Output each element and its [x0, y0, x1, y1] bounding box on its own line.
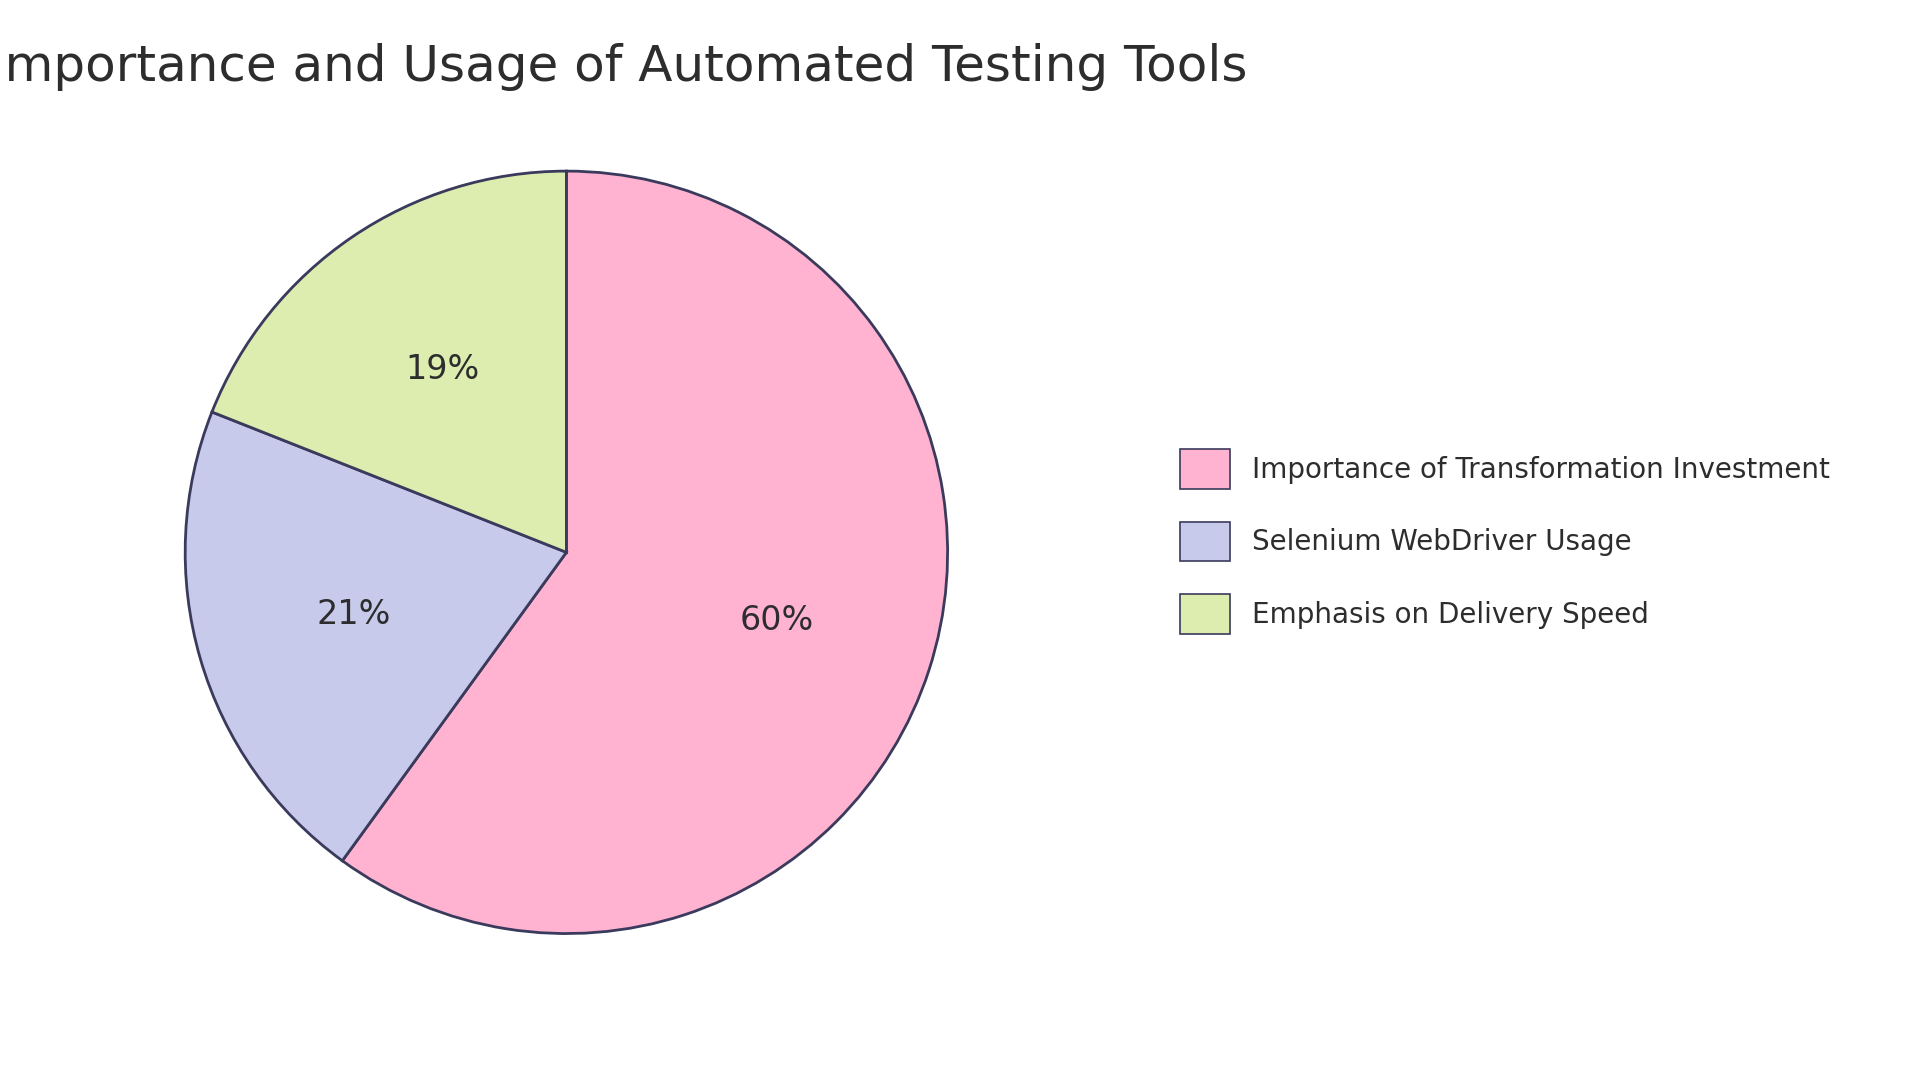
Wedge shape — [184, 412, 566, 861]
Wedge shape — [211, 171, 566, 552]
Text: 19%: 19% — [405, 353, 480, 386]
Text: 21%: 21% — [317, 598, 392, 630]
Text: 60%: 60% — [739, 604, 814, 637]
Wedge shape — [342, 171, 948, 934]
Text: Importance and Usage of Automated Testing Tools: Importance and Usage of Automated Testin… — [0, 43, 1248, 91]
Legend: Importance of Transformation Investment, Selenium WebDriver Usage, Emphasis on D: Importance of Transformation Investment,… — [1165, 435, 1843, 648]
